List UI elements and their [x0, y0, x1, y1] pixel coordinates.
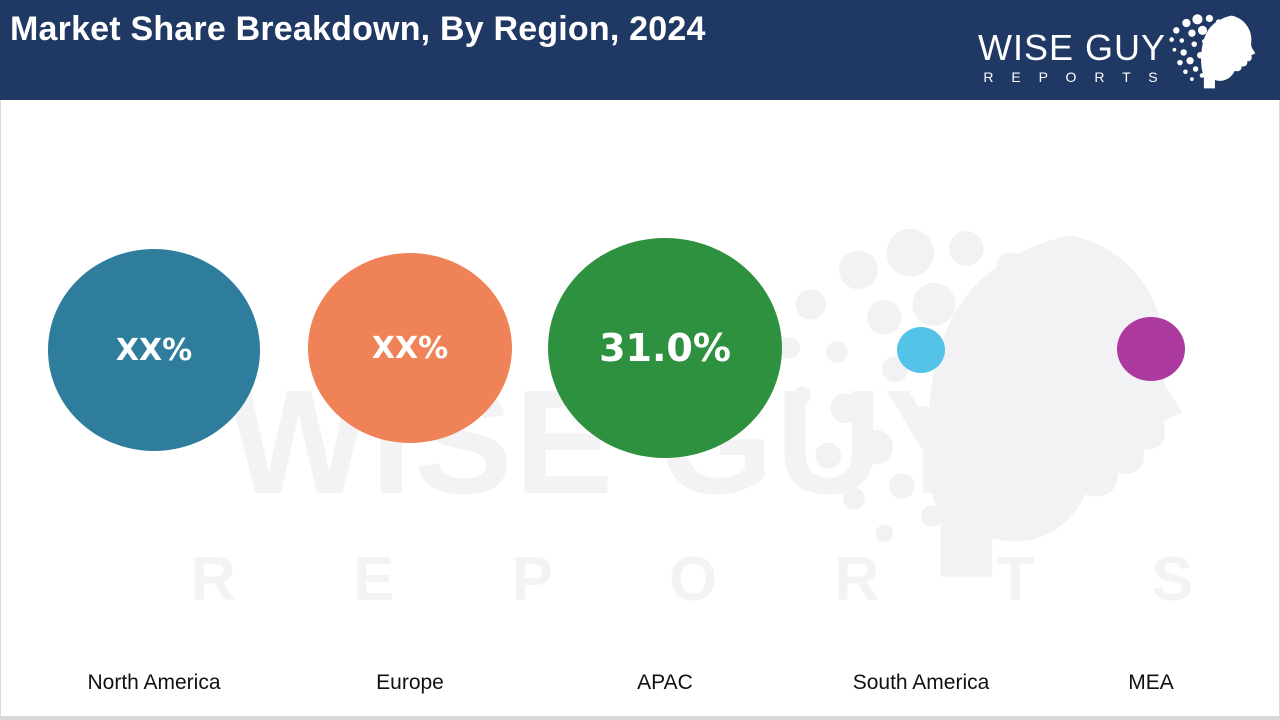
- brand-logo: WISE GUY R E P O R T S: [978, 8, 1260, 92]
- category-label-apac: APAC: [637, 671, 693, 694]
- brand-name: WISE GUY: [977, 27, 1166, 68]
- bubble-north-america: XX%: [48, 249, 260, 451]
- bubble-south-america: [897, 327, 945, 373]
- category-label-north-america: North America: [87, 671, 221, 694]
- category-label-europe: Europe: [376, 671, 444, 694]
- bubble-europe: XX%: [308, 253, 512, 443]
- bubble-value-label: XX%: [115, 332, 193, 368]
- bubble-mea: [1117, 317, 1185, 381]
- wise-guy-face-icon: [1168, 12, 1260, 92]
- page-title: Market Share Breakdown, By Region, 2024: [10, 10, 706, 48]
- bubble-value-label: XX%: [371, 330, 449, 366]
- category-label-south-america: South America: [852, 671, 990, 694]
- brand-subtitle: R E P O R T S: [983, 69, 1165, 85]
- bubble-apac: 31.0%: [548, 238, 782, 458]
- category-label-mea: MEA: [1128, 671, 1174, 694]
- header-bar: Market Share Breakdown, By Region, 2024 …: [0, 0, 1280, 100]
- watermark-text-reports: R E P O R T S: [191, 545, 1243, 614]
- brand-logo-text: WISE GUY R E P O R T S: [977, 27, 1166, 85]
- bubble-value-label: 31.0%: [599, 326, 731, 370]
- watermark-face-icon: [772, 222, 1204, 590]
